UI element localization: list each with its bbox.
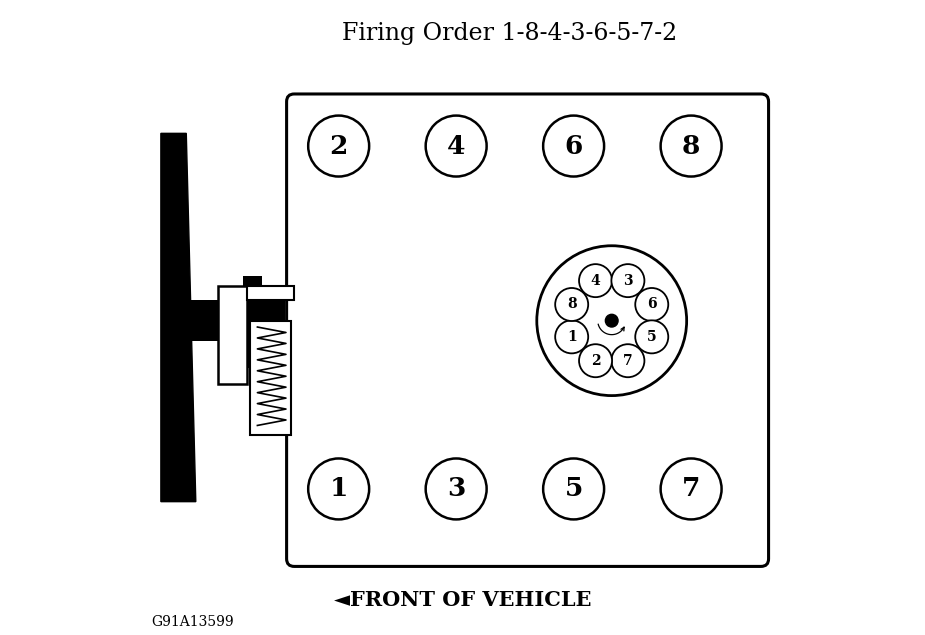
FancyBboxPatch shape — [250, 321, 291, 435]
Circle shape — [635, 320, 668, 353]
Text: 7: 7 — [623, 354, 633, 368]
Circle shape — [555, 320, 588, 353]
FancyBboxPatch shape — [218, 286, 247, 384]
Text: 8: 8 — [567, 298, 576, 312]
Text: 5: 5 — [647, 330, 657, 344]
Text: 1: 1 — [567, 330, 576, 344]
Text: 2: 2 — [329, 133, 348, 159]
Polygon shape — [161, 133, 196, 502]
Circle shape — [611, 264, 645, 297]
FancyBboxPatch shape — [243, 368, 263, 502]
Text: 6: 6 — [647, 298, 657, 312]
Circle shape — [543, 116, 604, 177]
Circle shape — [611, 344, 645, 377]
Text: 4: 4 — [447, 133, 465, 159]
Circle shape — [543, 458, 604, 519]
Circle shape — [579, 344, 612, 377]
Text: G91A13599: G91A13599 — [152, 615, 234, 629]
Text: 3: 3 — [447, 476, 465, 502]
FancyBboxPatch shape — [179, 300, 285, 342]
Circle shape — [579, 264, 612, 297]
Circle shape — [660, 458, 722, 519]
Text: 4: 4 — [591, 274, 600, 288]
Text: ◄FRONT OF VEHICLE: ◄FRONT OF VEHICLE — [334, 590, 591, 610]
Circle shape — [536, 246, 686, 396]
Circle shape — [426, 458, 487, 519]
FancyBboxPatch shape — [243, 133, 263, 502]
Circle shape — [635, 288, 668, 321]
Text: 7: 7 — [682, 476, 700, 502]
Text: 8: 8 — [682, 133, 700, 159]
Circle shape — [308, 116, 369, 177]
Text: Firing Order 1-8-4-3-6-5-7-2: Firing Order 1-8-4-3-6-5-7-2 — [342, 22, 678, 45]
FancyBboxPatch shape — [243, 133, 263, 276]
Circle shape — [605, 314, 618, 327]
FancyBboxPatch shape — [287, 94, 769, 566]
Circle shape — [555, 288, 588, 321]
FancyBboxPatch shape — [247, 286, 294, 300]
Text: 1: 1 — [329, 476, 348, 502]
Circle shape — [308, 458, 369, 519]
Text: 2: 2 — [591, 354, 600, 368]
Circle shape — [426, 116, 487, 177]
Text: 3: 3 — [623, 274, 633, 288]
Text: 6: 6 — [564, 133, 583, 159]
Text: 5: 5 — [564, 476, 583, 502]
Circle shape — [660, 116, 722, 177]
